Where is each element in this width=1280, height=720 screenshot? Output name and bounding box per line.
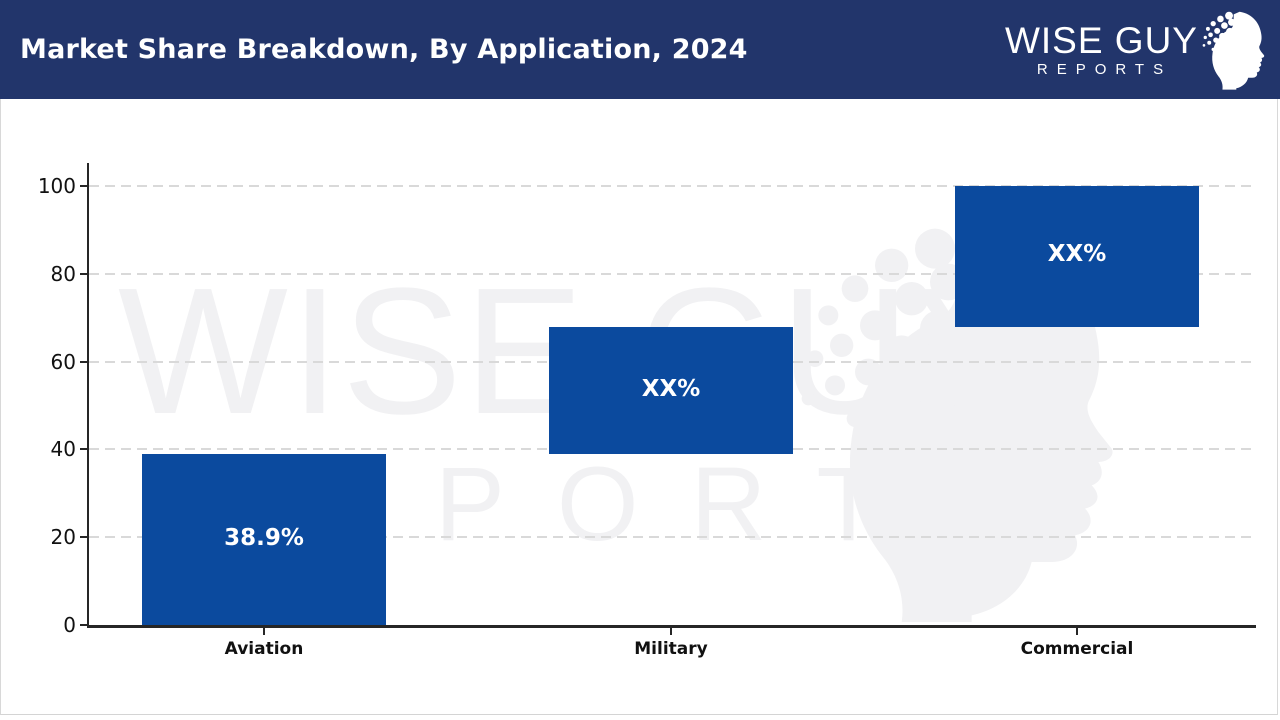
x-category-label: Aviation (224, 639, 304, 659)
x-axis-spine (87, 625, 1256, 628)
x-category-label: Commercial (1020, 639, 1134, 659)
header-bar: Market Share Breakdown, By Application, … (0, 0, 1280, 99)
y-tick-mark (80, 272, 88, 275)
brand-subtitle: REPORTS (1036, 61, 1173, 78)
y-tick-mark (80, 448, 88, 451)
bar-value-label: 38.9% (224, 524, 304, 551)
bar-military (549, 326, 793, 455)
y-tick-mark (80, 185, 88, 187)
y-tick-label: 60 (50, 349, 76, 374)
y-tick-label: 40 (50, 437, 76, 462)
y-tick-label: 20 (50, 525, 76, 550)
face-profile-dots-icon (1202, 11, 1265, 90)
y-tick-mark (80, 536, 88, 539)
x-tick-mark (670, 628, 672, 635)
y-tick-label: 80 (50, 261, 76, 286)
y-tick-label: 0 (63, 613, 76, 637)
bar-value-label: XX% (1047, 241, 1107, 268)
bar-value-label: XX% (641, 375, 701, 402)
gridline (89, 185, 1256, 187)
gridline (89, 536, 1256, 539)
chart-title: Market Share Breakdown, By Application, … (20, 34, 748, 65)
bar-commercial (955, 186, 1199, 327)
y-tick-mark (80, 624, 88, 626)
y-tick-mark (80, 360, 88, 363)
y-tick-label: 100 (37, 174, 76, 198)
brand-name: WISE GUY (1004, 20, 1198, 61)
x-category-label: Military (634, 639, 708, 659)
brand-logo: WISE GUY REPORTS (1005, 6, 1266, 94)
y-axis-spine (87, 163, 89, 627)
bar-aviation (142, 454, 386, 625)
x-tick-mark (1076, 628, 1078, 635)
brand-logo-text: WISE GUY REPORTS (1005, 21, 1198, 79)
x-tick-mark (263, 628, 265, 635)
gridline (89, 272, 1256, 275)
